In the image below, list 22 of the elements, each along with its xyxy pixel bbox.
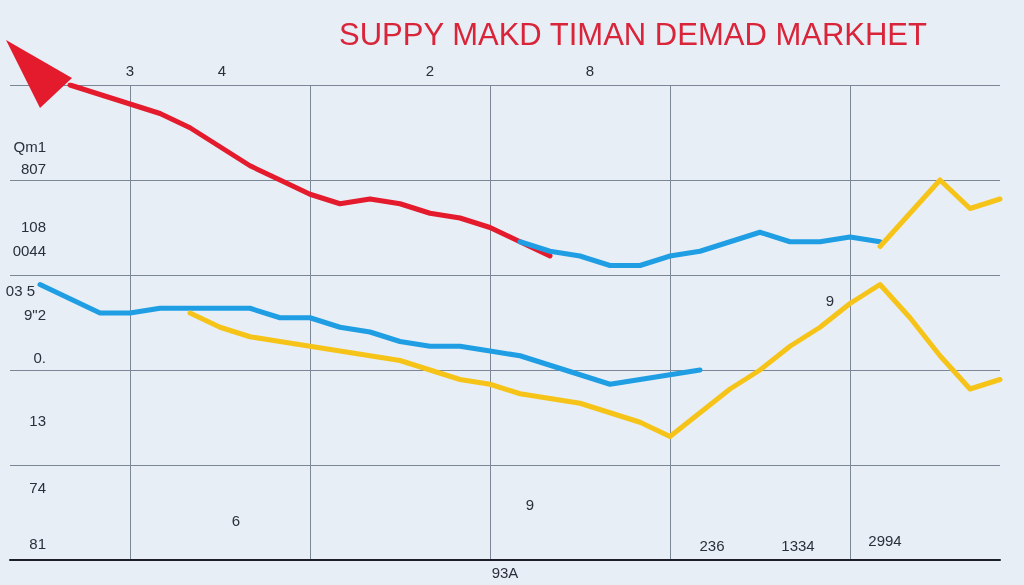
text: 4: [217, 61, 227, 79]
annotation: 9: [525, 495, 535, 513]
text: 3: [125, 61, 135, 79]
annotation: Qm1: [13, 137, 46, 155]
text: 93A: [491, 563, 519, 581]
annotation: 0.: [33, 348, 46, 366]
text: 2: [425, 61, 435, 79]
annotation: 108: [20, 217, 46, 235]
annotation: 236: [699, 536, 725, 554]
annotation: 74: [29, 478, 46, 496]
annotation: 0044: [12, 241, 46, 259]
annotation: 9"2: [23, 305, 46, 323]
annotation: 13: [29, 411, 46, 429]
annotation: 9: [825, 291, 835, 309]
annotation: 6: [231, 511, 241, 529]
annotation: 1334: [781, 536, 815, 554]
annotation: 81: [29, 534, 46, 552]
annotation: 03 5: [5, 281, 35, 299]
chart-title: SUPPY MAKD TIMAN DEMAD MARKHET: [339, 17, 928, 52]
text: 8: [585, 61, 595, 79]
annotation: 807: [20, 159, 46, 177]
annotation: 2994: [868, 531, 902, 549]
